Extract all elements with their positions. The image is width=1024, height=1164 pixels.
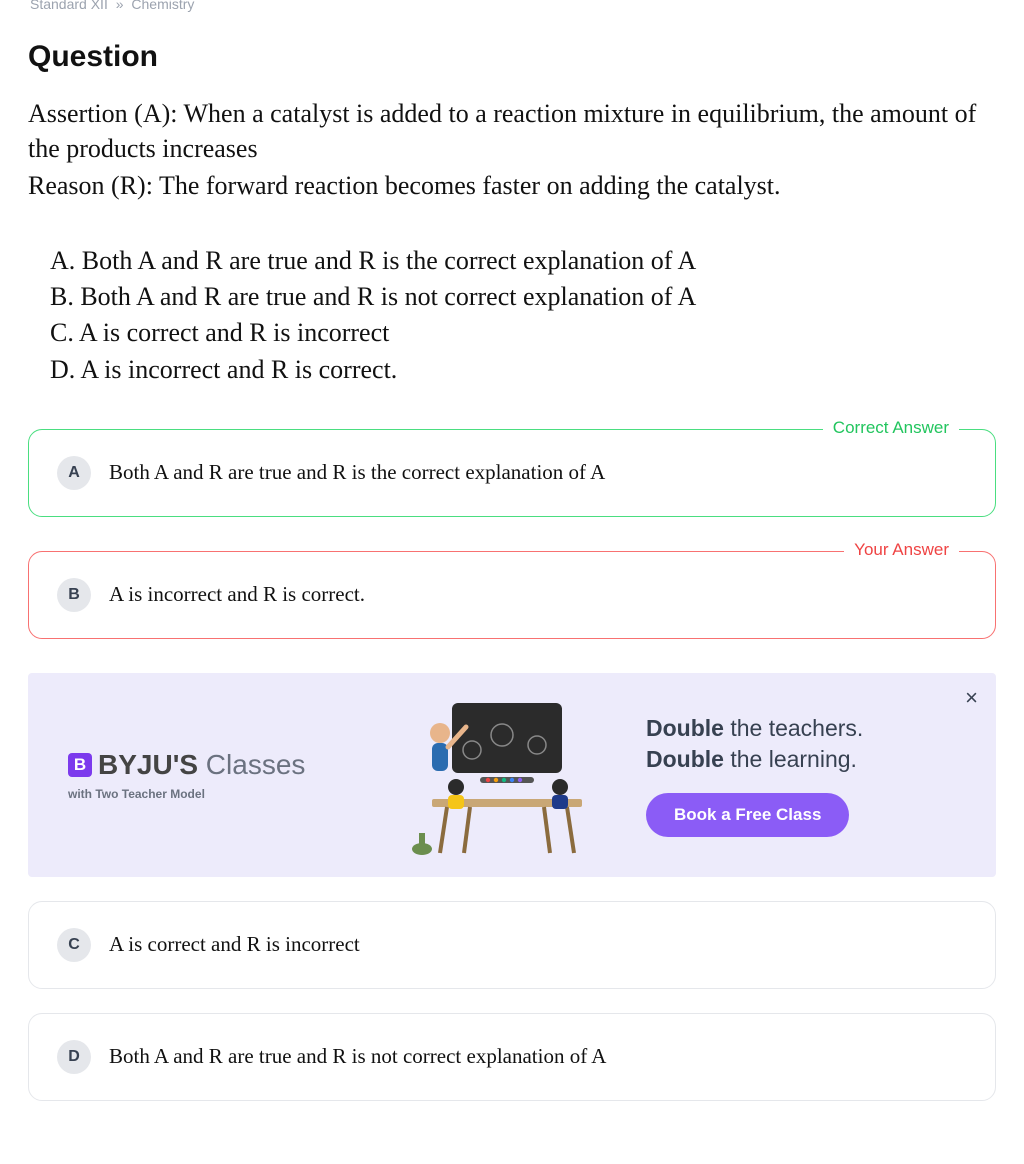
answer-letter-a: A: [57, 456, 91, 490]
close-icon[interactable]: ×: [965, 685, 978, 711]
promo-line2-rest: the learning.: [724, 746, 857, 772]
brand-name-rest: Classes: [198, 749, 305, 780]
answer-letter-d: D: [57, 1040, 91, 1074]
question-heading: Question: [28, 40, 996, 74]
option-c: C. A is correct and R is incorrect: [50, 315, 996, 350]
breadcrumb-level[interactable]: Standard XII: [30, 0, 108, 12]
question-body: Assertion (A): When a catalyst is added …: [28, 96, 996, 203]
option-a: A. Both A and R are true and R is the co…: [50, 243, 996, 278]
brand-name-bold: BYJU'S: [98, 749, 198, 780]
options-list: A. Both A and R are true and R is the co…: [28, 243, 996, 386]
answer-card-correct[interactable]: Correct Answer A Both A and R are true a…: [28, 429, 996, 517]
reason-text: The forward reaction becomes faster on a…: [159, 171, 781, 200]
answer-card-c[interactable]: C A is correct and R is incorrect: [28, 901, 996, 989]
brand-mark-icon: B: [68, 753, 92, 777]
correct-answer-tag: Correct Answer: [823, 418, 959, 438]
promo-brand-block: B BYJU'S Classes with Two Teacher Model: [68, 749, 368, 801]
assertion-label: Assertion (A):: [28, 99, 184, 128]
book-free-class-button[interactable]: Book a Free Class: [646, 793, 849, 837]
promo-illustration: [392, 695, 622, 855]
answer-text-a: Both A and R are true and R is the corre…: [109, 460, 605, 485]
breadcrumb-separator: »: [116, 0, 124, 12]
promo-banner: × B BYJU'S Classes with Two Teacher Mode…: [28, 673, 996, 877]
answer-text-d: Both A and R are true and R is not corre…: [109, 1044, 606, 1069]
option-b: B. Both A and R are true and R is not co…: [50, 279, 996, 314]
promo-text-block: Double the teachers. Double the learning…: [646, 713, 968, 837]
promo-line2-bold: Double: [646, 746, 724, 772]
answer-text-b: A is incorrect and R is correct.: [109, 582, 365, 607]
promo-line1-bold: Double: [646, 715, 724, 741]
option-d: D. A is incorrect and R is correct.: [50, 352, 996, 387]
breadcrumb-subject[interactable]: Chemistry: [131, 0, 194, 12]
answer-letter-b: B: [57, 578, 91, 612]
answer-text-c: A is correct and R is incorrect: [109, 932, 360, 957]
promo-line1-rest: the teachers.: [724, 715, 863, 741]
breadcrumb: Standard XII » Chemistry: [28, 0, 996, 12]
answer-card-your[interactable]: Your Answer B A is incorrect and R is co…: [28, 551, 996, 639]
your-answer-tag: Your Answer: [844, 540, 959, 560]
promo-subtitle: with Two Teacher Model: [68, 787, 368, 801]
answer-letter-c: C: [57, 928, 91, 962]
answer-card-d[interactable]: D Both A and R are true and R is not cor…: [28, 1013, 996, 1101]
reason-label: Reason (R):: [28, 171, 159, 200]
